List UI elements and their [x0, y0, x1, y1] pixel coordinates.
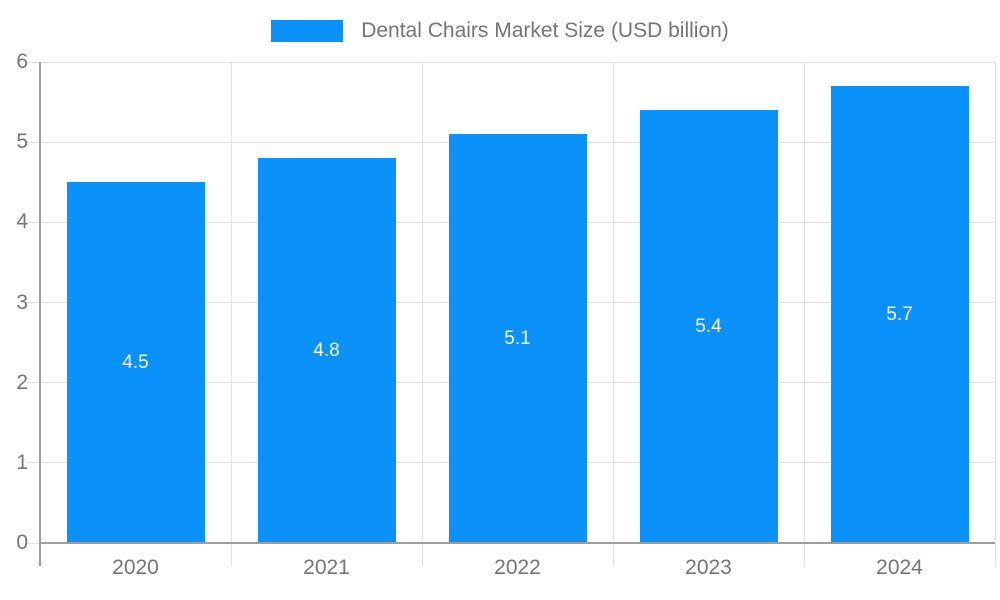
- y-axis-line: [39, 62, 41, 566]
- bar-value-label: 4.5: [122, 351, 149, 373]
- x-tick-label: 2024: [876, 556, 923, 579]
- category-boundary-gridline: [612, 62, 614, 566]
- x-axis-line: [40, 542, 995, 544]
- legend-swatch: [271, 20, 344, 42]
- category-boundary-gridline: [421, 62, 423, 566]
- bar[interactable]: [831, 86, 969, 542]
- bar[interactable]: [640, 110, 778, 542]
- category-boundary-gridline: [994, 62, 996, 566]
- x-tick-label: 2023: [685, 556, 732, 579]
- bar[interactable]: [67, 182, 205, 542]
- bar[interactable]: [258, 158, 396, 542]
- category-boundary-gridline: [803, 62, 805, 566]
- y-tick-label: 5: [16, 130, 28, 154]
- gridline: [26, 61, 995, 63]
- y-tick-label: 0: [16, 531, 28, 554]
- bar-value-label: 5.7: [886, 303, 913, 325]
- x-tick-label: 2022: [494, 556, 541, 579]
- legend-label: Dental Chairs Market Size (USD billion): [361, 19, 729, 42]
- y-tick-label: 6: [16, 50, 28, 73]
- category-boundary-gridline: [230, 62, 232, 566]
- legend: Dental Chairs Market Size (USD billion): [0, 18, 1000, 44]
- bar-value-label: 5.1: [504, 327, 531, 349]
- x-tick-label: 2020: [112, 556, 159, 579]
- bar-value-label: 4.8: [313, 339, 340, 361]
- y-tick-label: 2: [16, 370, 28, 394]
- x-tick-label: 2021: [303, 556, 350, 579]
- y-tick-label: 3: [16, 290, 28, 314]
- y-tick-label: 4: [16, 210, 28, 234]
- bar-value-label: 5.4: [695, 315, 722, 337]
- y-tick-label: 1: [16, 450, 28, 474]
- bar[interactable]: [449, 134, 587, 542]
